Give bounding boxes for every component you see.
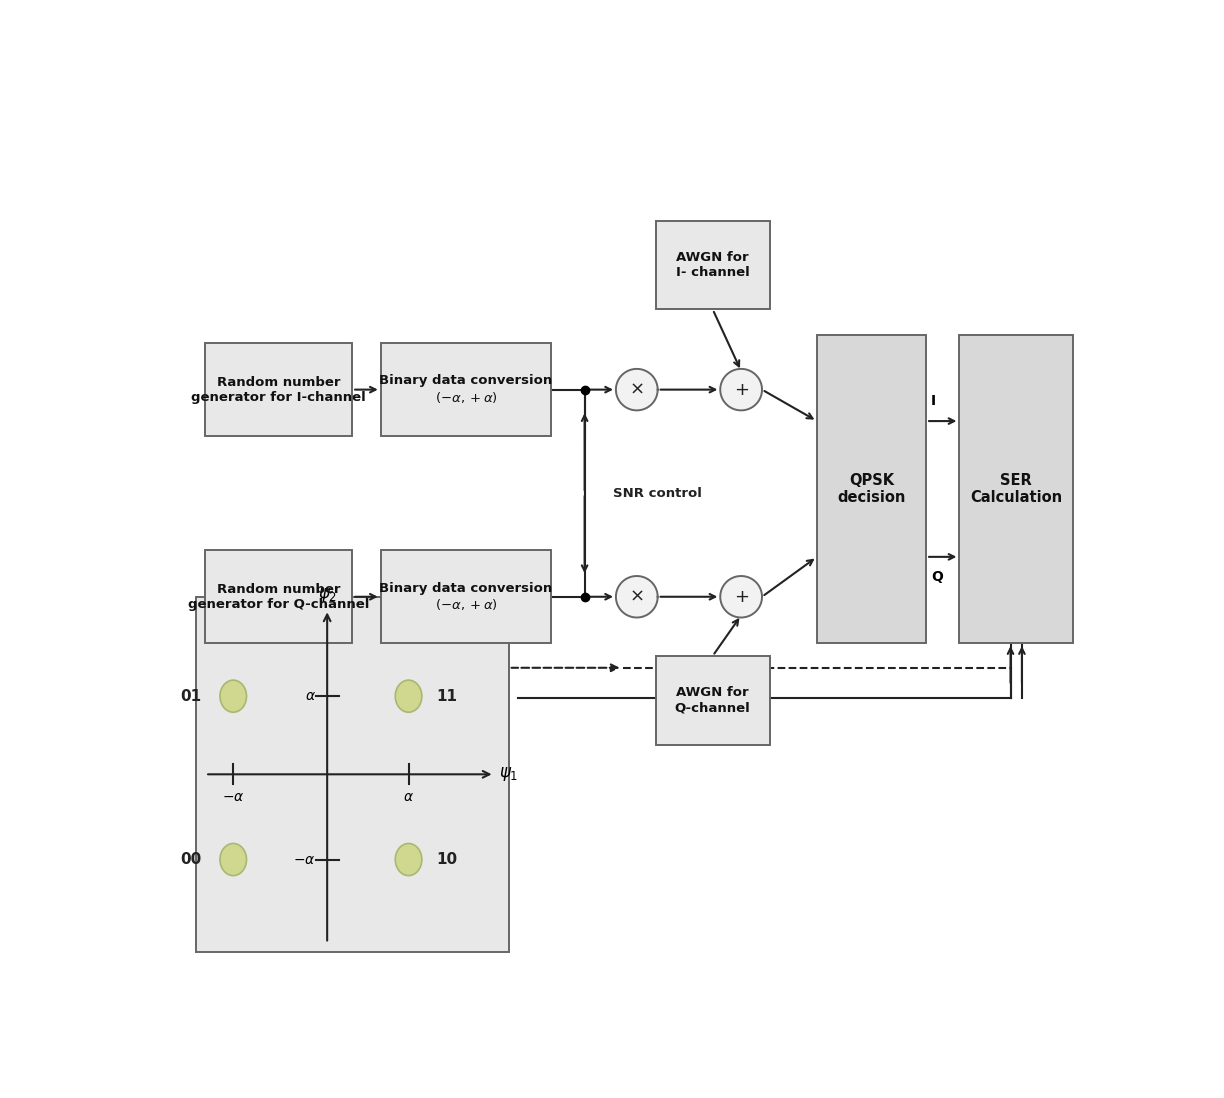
Text: $\alpha$: $\alpha$ xyxy=(403,789,414,804)
FancyBboxPatch shape xyxy=(381,343,552,436)
FancyBboxPatch shape xyxy=(206,343,353,436)
FancyBboxPatch shape xyxy=(656,656,770,744)
FancyBboxPatch shape xyxy=(818,335,927,643)
Text: QPSK
decision: QPSK decision xyxy=(837,473,906,505)
Ellipse shape xyxy=(220,680,246,713)
Text: Q: Q xyxy=(931,570,942,583)
Text: SER
Calculation: SER Calculation xyxy=(971,473,1062,505)
Text: 01: 01 xyxy=(180,688,201,704)
Polygon shape xyxy=(616,576,657,617)
Text: Binary data conversion
$(-\alpha,+\alpha)$: Binary data conversion $(-\alpha,+\alpha… xyxy=(379,582,553,612)
Text: ×: × xyxy=(629,381,644,399)
Text: $\alpha$: $\alpha$ xyxy=(305,690,316,703)
FancyBboxPatch shape xyxy=(381,550,552,643)
Text: ×: × xyxy=(629,587,644,606)
FancyBboxPatch shape xyxy=(196,597,509,952)
FancyBboxPatch shape xyxy=(960,335,1073,643)
Text: Random number
generator for Q-channel: Random number generator for Q-channel xyxy=(188,583,370,610)
Polygon shape xyxy=(616,369,657,411)
Text: Binary data conversion
$(-\alpha,+\alpha)$: Binary data conversion $(-\alpha,+\alpha… xyxy=(379,374,553,405)
FancyBboxPatch shape xyxy=(206,550,353,643)
Polygon shape xyxy=(720,576,763,617)
Ellipse shape xyxy=(220,843,246,875)
Ellipse shape xyxy=(395,843,422,875)
Text: SNR control: SNR control xyxy=(613,488,701,500)
Text: +: + xyxy=(733,587,749,606)
Text: AWGN for
Q-channel: AWGN for Q-channel xyxy=(674,686,750,715)
Text: AWGN for
I- channel: AWGN for I- channel xyxy=(676,251,749,279)
Text: 00: 00 xyxy=(180,852,201,867)
Text: Random number
generator for I-channel: Random number generator for I-channel xyxy=(191,376,366,404)
Text: $\psi_2$: $\psi_2$ xyxy=(317,585,337,604)
Text: $-\alpha$: $-\alpha$ xyxy=(222,789,245,804)
Text: 10: 10 xyxy=(436,852,457,867)
Text: I: I xyxy=(931,394,936,408)
Ellipse shape xyxy=(395,680,422,713)
Text: $-\alpha$: $-\alpha$ xyxy=(294,852,316,866)
Text: 11: 11 xyxy=(436,688,457,704)
FancyBboxPatch shape xyxy=(656,221,770,310)
Polygon shape xyxy=(720,369,763,411)
Text: $\psi_1$: $\psi_1$ xyxy=(499,765,519,783)
Text: +: + xyxy=(733,381,749,399)
